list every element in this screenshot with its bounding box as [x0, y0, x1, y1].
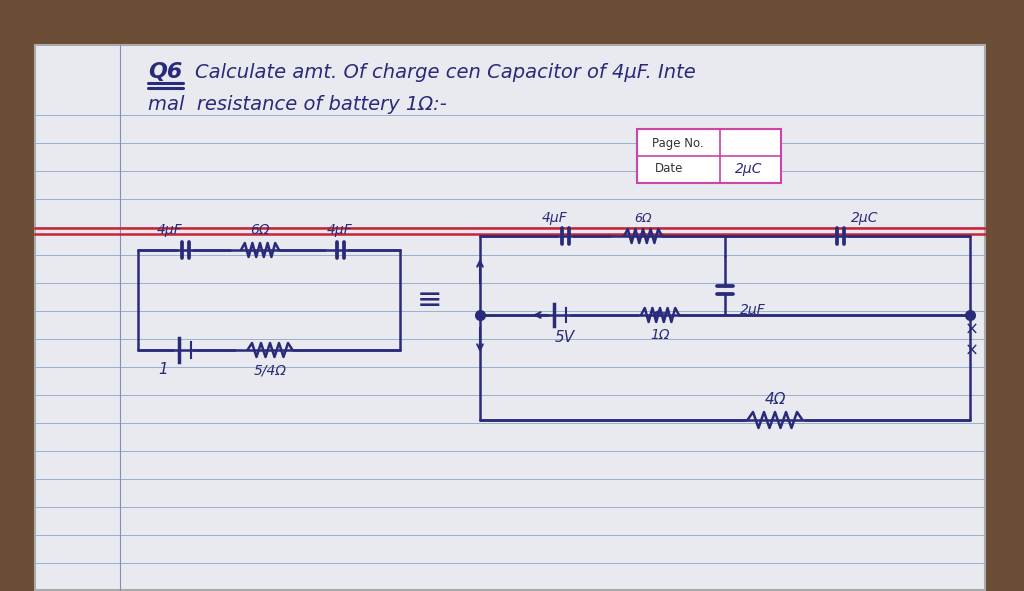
- FancyBboxPatch shape: [637, 129, 781, 183]
- Text: 6Ω: 6Ω: [634, 212, 651, 225]
- Text: 5V: 5V: [555, 330, 575, 345]
- Text: 4μF: 4μF: [157, 223, 183, 237]
- Text: 2μF: 2μF: [740, 303, 766, 317]
- Text: 1Ω: 1Ω: [650, 328, 670, 342]
- Text: 2μC: 2μC: [735, 162, 763, 176]
- Text: Date: Date: [655, 163, 683, 176]
- Text: 4μF: 4μF: [542, 211, 568, 225]
- Text: 4Ω: 4Ω: [764, 392, 785, 408]
- Text: 2μC: 2μC: [851, 211, 879, 225]
- FancyBboxPatch shape: [35, 45, 985, 590]
- Text: Calculate amt. Of charge cen Capacitor of 4μF. Inte: Calculate amt. Of charge cen Capacitor o…: [195, 63, 695, 82]
- Text: 5/4Ω: 5/4Ω: [254, 363, 287, 377]
- Text: 4μF: 4μF: [327, 223, 353, 237]
- Text: 1: 1: [158, 362, 168, 378]
- Text: Page No.: Page No.: [652, 137, 703, 150]
- Text: ≡: ≡: [417, 285, 442, 314]
- Text: mal  resistance of battery 1Ω:-: mal resistance of battery 1Ω:-: [148, 96, 446, 115]
- Text: Q6: Q6: [148, 62, 182, 82]
- Text: ×
×: × ×: [965, 320, 979, 359]
- Text: 6Ω: 6Ω: [250, 223, 269, 237]
